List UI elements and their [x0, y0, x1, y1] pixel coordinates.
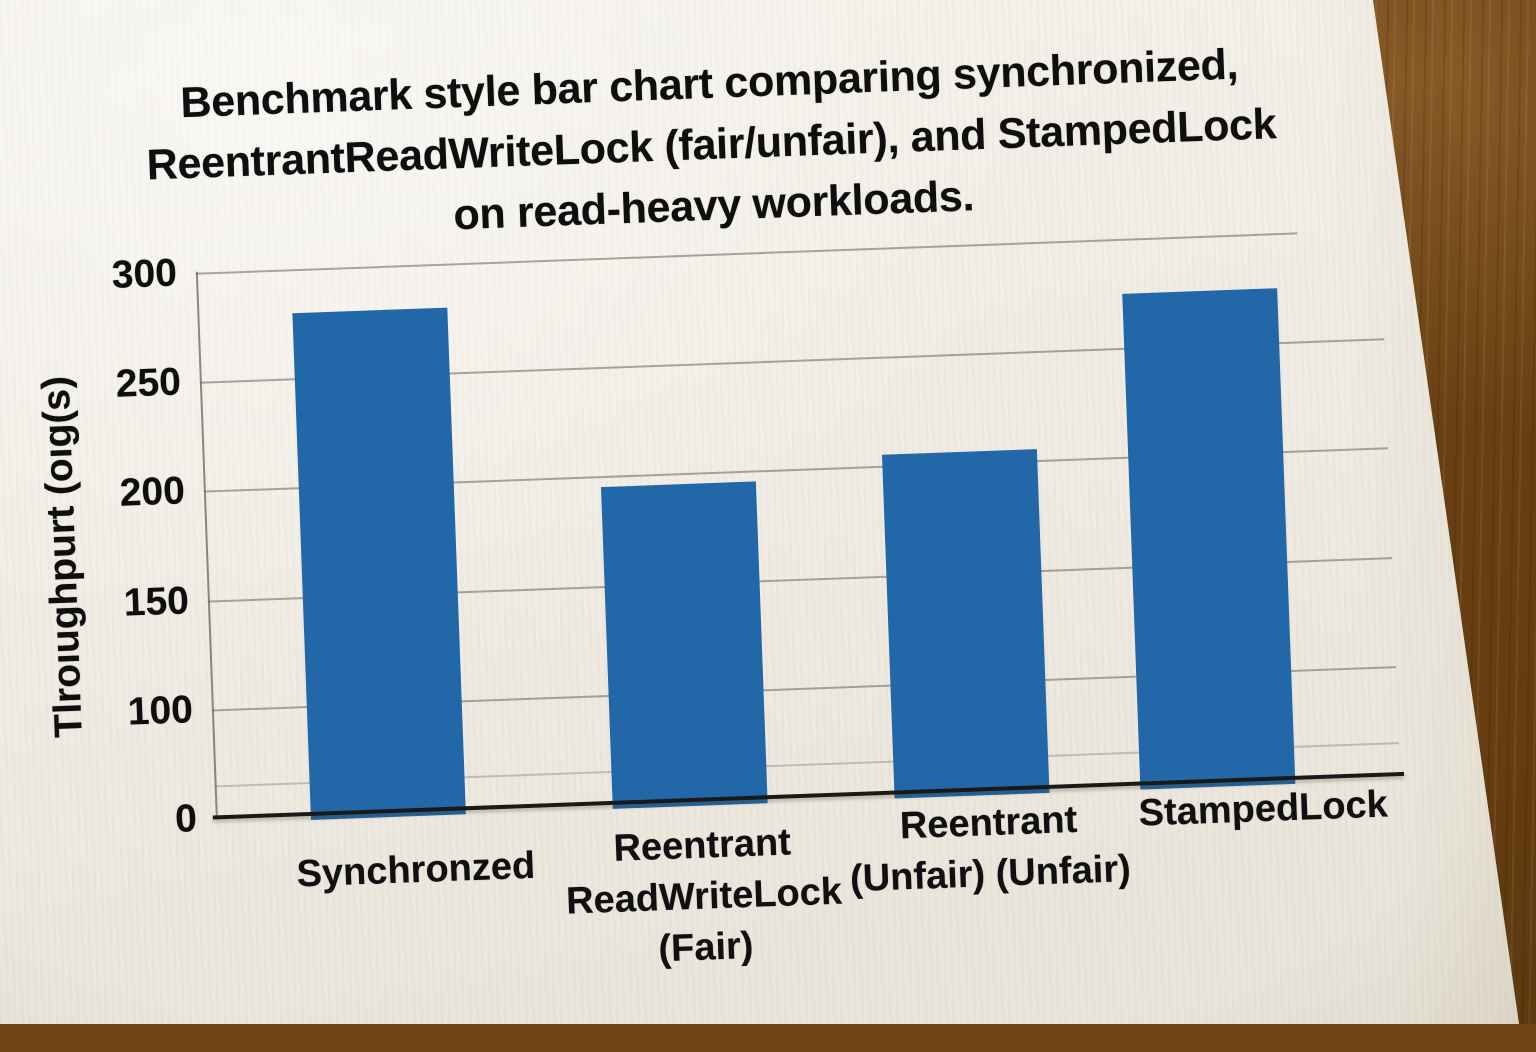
bar-reentrant-readwritelock-fair [600, 481, 768, 809]
y-tick-label: 100 [127, 688, 194, 734]
y-tick-label: 250 [115, 360, 182, 406]
plot-area [195, 229, 1405, 820]
y-tick-label: 0 [174, 797, 198, 841]
y-tick-label: 200 [119, 469, 186, 516]
bar-synchronzed [292, 307, 466, 820]
y-tick-label: 150 [123, 578, 190, 625]
bar-reentrant-unfair [881, 449, 1050, 799]
bar-stampedlock [1122, 287, 1296, 790]
photo-scene: Benchmark style bar chart comparing sync… [0, 0, 1536, 1024]
y-axis-line [195, 271, 218, 820]
chart-title: Benchmark style bar chart comparing sync… [145, 40, 1278, 240]
y-tick-label: 300 [111, 251, 178, 297]
